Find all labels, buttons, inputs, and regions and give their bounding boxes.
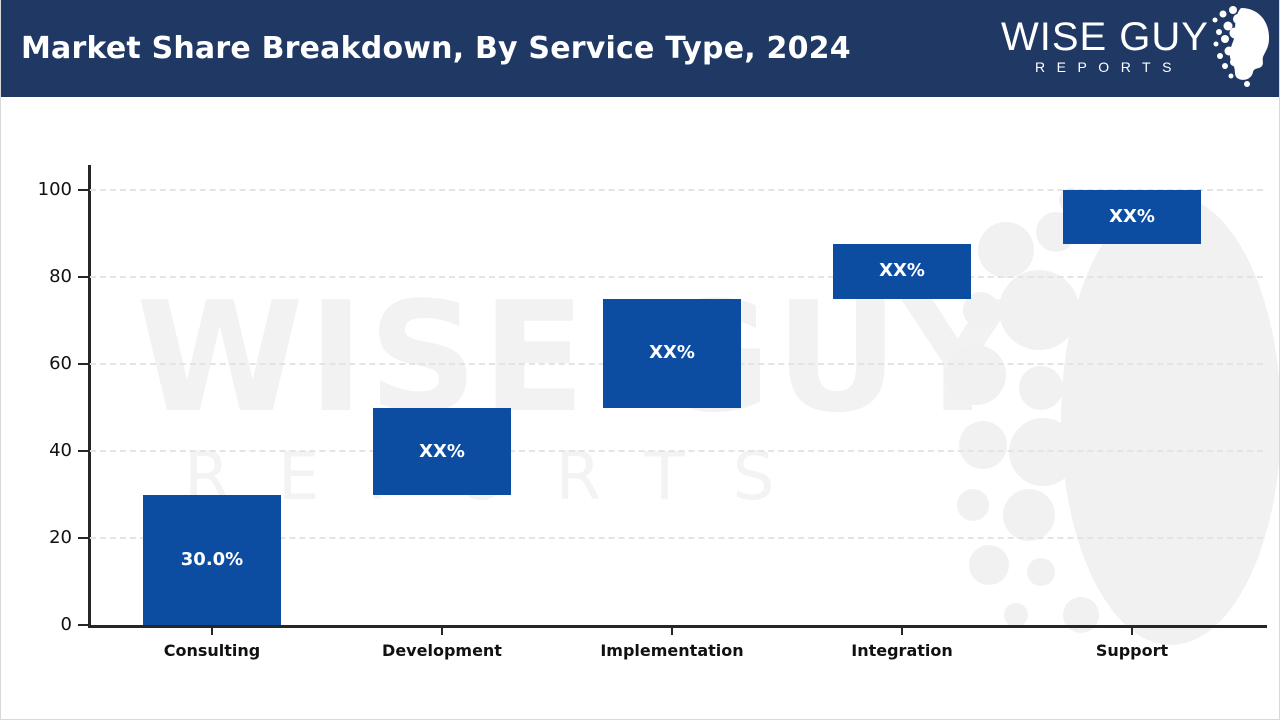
- bar-support: [1063, 190, 1201, 245]
- bar-consulting: [143, 494, 281, 625]
- header-bar: Market Share Breakdown, By Service Type,…: [1, 0, 1279, 97]
- bar-value-label-integration: XX%: [879, 260, 925, 282]
- bar-value-label-support: XX%: [1109, 206, 1155, 227]
- y-tick-mark-0: [78, 624, 88, 626]
- y-tick-label-40: 40: [49, 440, 72, 461]
- x-tick-mark-integration: [901, 627, 903, 635]
- y-axis-spine: [88, 165, 91, 626]
- bar-implementation: [603, 298, 741, 408]
- gridline-100: [90, 189, 1263, 191]
- category-label-development: Development: [382, 641, 502, 660]
- wise-guy-reports-logo: WISE GUY REPORTS: [1001, 4, 1271, 96]
- bar-development: [373, 407, 511, 495]
- x-tick-mark-implementation: [671, 627, 673, 635]
- category-label-implementation: Implementation: [600, 641, 744, 660]
- gridline-40: [90, 450, 1263, 452]
- category-label-consulting: Consulting: [163, 641, 261, 660]
- y-tick-label-60: 60: [49, 353, 72, 374]
- logo-head-icon: [1211, 6, 1271, 96]
- bar-value-label-development: XX%: [419, 440, 465, 462]
- gridline-80: [90, 276, 1263, 278]
- y-tick-label-20: 20: [49, 527, 72, 548]
- logo-reports-text: REPORTS: [1035, 59, 1183, 75]
- x-tick-mark-consulting: [211, 627, 213, 635]
- y-tick-label-80: 80: [49, 266, 72, 287]
- x-tick-mark-development: [441, 627, 443, 635]
- y-tick-mark-40: [78, 450, 88, 452]
- chart-title: Market Share Breakdown, By Service Type,…: [21, 31, 851, 66]
- watermark-wiseguy-text: WISE GUY: [136, 269, 1017, 446]
- y-tick-mark-100: [78, 189, 88, 191]
- bar-value-label-consulting: 30.0%: [180, 548, 244, 570]
- x-axis-line: [88, 625, 1267, 628]
- y-tick-mark-20: [78, 537, 88, 539]
- logo-wiseguy-text: WISE GUY: [1000, 15, 1209, 59]
- logo-text: WISE GUY REPORTS: [1001, 16, 1209, 75]
- y-tick-mark-60: [78, 363, 88, 365]
- y-tick-label-0: 0: [60, 614, 72, 635]
- watermark-face-icon: [921, 160, 1279, 654]
- y-tick-mark-80: [78, 276, 88, 278]
- y-tick-label-100: 100: [37, 179, 72, 200]
- x-tick-mark-support: [1131, 627, 1133, 635]
- gridline-20: [90, 537, 1263, 539]
- category-label-support: Support: [1095, 641, 1169, 660]
- bar-value-label-implementation: XX%: [649, 341, 695, 363]
- category-label-integration: Integration: [851, 641, 953, 660]
- bar-integration: [833, 244, 971, 299]
